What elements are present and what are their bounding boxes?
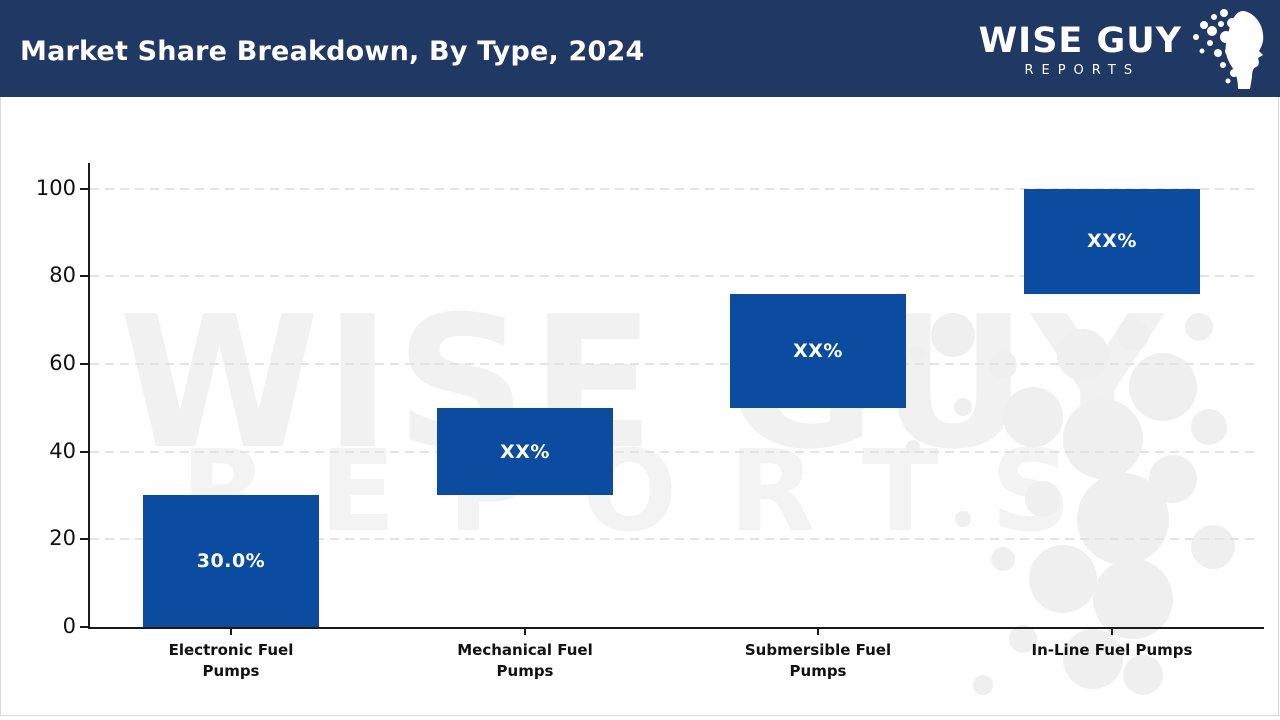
bar-value-label-2: XX% xyxy=(500,440,550,463)
y-tick-label-60: 60 xyxy=(49,350,76,375)
watermark-text-line1: WISE GUY xyxy=(119,277,1168,489)
bar-segment-4: XX% xyxy=(1024,188,1200,294)
x-tick-2 xyxy=(524,629,526,635)
chart-title: Market Share Breakdown, By Type, 2024 xyxy=(20,36,645,67)
y-tick-label-0: 0 xyxy=(62,614,76,638)
y-tick-label-80: 80 xyxy=(49,263,76,288)
y-tick-80 xyxy=(80,275,88,278)
bar-value-label-4: XX% xyxy=(1087,230,1137,253)
y-tick-40 xyxy=(80,450,88,453)
bar-segment-2: XX% xyxy=(437,407,613,496)
category-label-2: Mechanical Fuel Pumps xyxy=(457,641,593,680)
watermark-text-line2: REPORTS xyxy=(181,427,1124,557)
y-axis-line xyxy=(88,163,90,629)
bar-value-label-3: XX% xyxy=(793,339,843,362)
y-tick-60 xyxy=(80,362,88,365)
y-tick-label-100: 100 xyxy=(35,175,76,200)
wiseguy-logo: WISE GUY REPORTS xyxy=(979,6,1266,92)
gridline-20 xyxy=(90,538,1260,541)
header-bar: Market Share Breakdown, By Type, 2024 WI… xyxy=(0,0,1280,97)
wiseguy-logo-line1: WISE GUY xyxy=(978,20,1182,61)
gridline-100 xyxy=(90,187,1260,190)
wiseguy-logo-text: WISE GUY REPORTS xyxy=(979,21,1182,78)
category-label-3: Submersible Fuel Pumps xyxy=(744,641,892,680)
category-label-1: Electronic Fuel Pumps xyxy=(168,641,294,680)
y-tick-label-40: 40 xyxy=(49,438,76,463)
y-tick-100 xyxy=(80,187,88,190)
wiseguy-logo-line2: REPORTS xyxy=(1024,62,1141,78)
y-tick-label-20: 20 xyxy=(49,526,76,551)
category-label-4: In-Line Fuel Pumps xyxy=(1031,641,1193,659)
gridline-80 xyxy=(90,275,1260,278)
wiseguy-face-icon xyxy=(1193,9,1264,90)
x-tick-3 xyxy=(817,629,819,635)
bar-value-label-1: 30.0% xyxy=(196,550,266,573)
x-tick-4 xyxy=(1111,629,1113,635)
y-tick-20 xyxy=(80,538,88,541)
bar-segment-3: XX% xyxy=(730,293,906,408)
chart-area: WISE GUY REPORTS 0 20 40 60 80 100 30.0% Electr… xyxy=(0,97,1279,716)
y-tick-0 xyxy=(80,626,88,628)
gridline-40 xyxy=(90,450,1260,453)
plot-area: 0 20 40 60 80 100 30.0% Electronic Fuel Pumps XX… xyxy=(1,97,1278,715)
gridline-60 xyxy=(90,362,1260,365)
x-axis-line xyxy=(88,627,1264,629)
bar-segment-1: 30.0% xyxy=(143,495,319,627)
x-tick-1 xyxy=(230,629,232,635)
